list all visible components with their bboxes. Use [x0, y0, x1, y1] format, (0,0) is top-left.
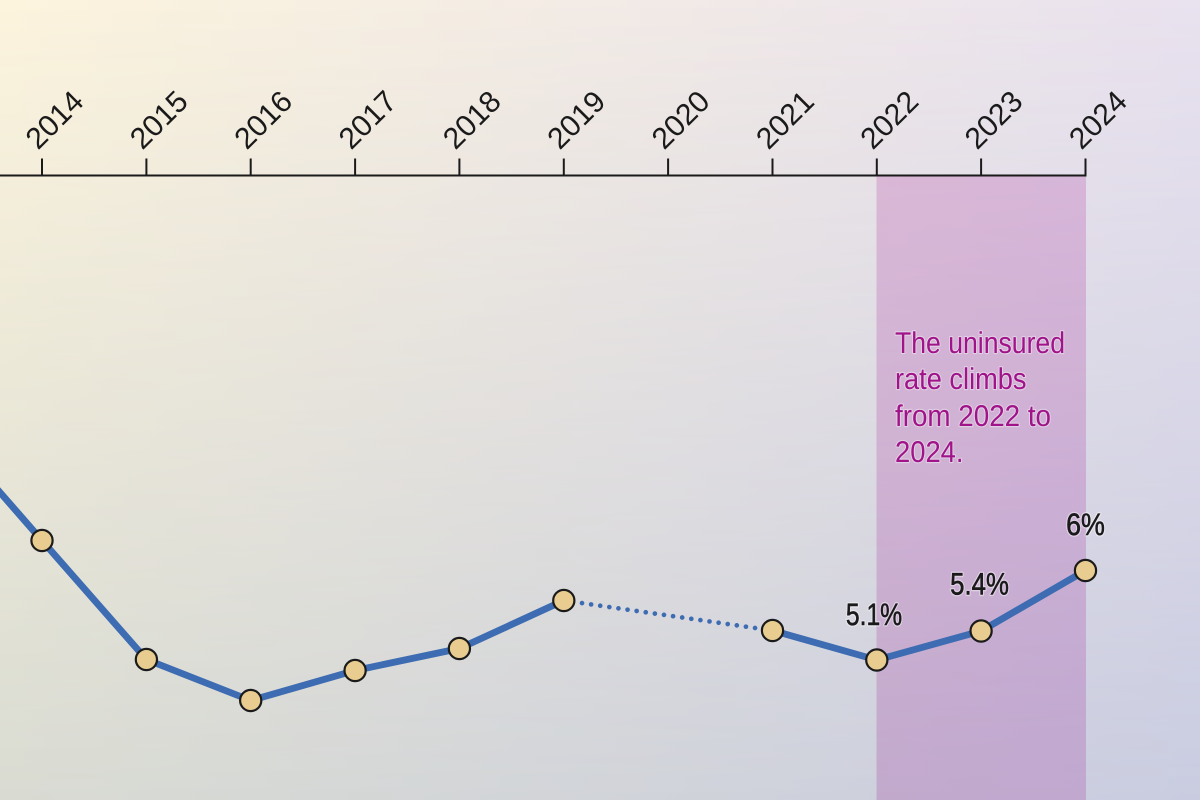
svg-text:rate climbs: rate climbs	[895, 363, 1027, 396]
svg-text:The uninsured: The uninsured	[895, 327, 1065, 360]
svg-text:6%: 6%	[1066, 507, 1105, 542]
svg-text:5.4%: 5.4%	[950, 567, 1009, 602]
svg-text:5.1%: 5.1%	[846, 597, 902, 632]
svg-text:2024.: 2024.	[895, 436, 964, 469]
svg-text:6%: 6%	[1066, 507, 1105, 542]
svg-text:5.4%: 5.4%	[950, 567, 1009, 602]
svg-text:from 2022 to: from 2022 to	[895, 400, 1051, 433]
svg-text:5.1%: 5.1%	[846, 597, 902, 632]
